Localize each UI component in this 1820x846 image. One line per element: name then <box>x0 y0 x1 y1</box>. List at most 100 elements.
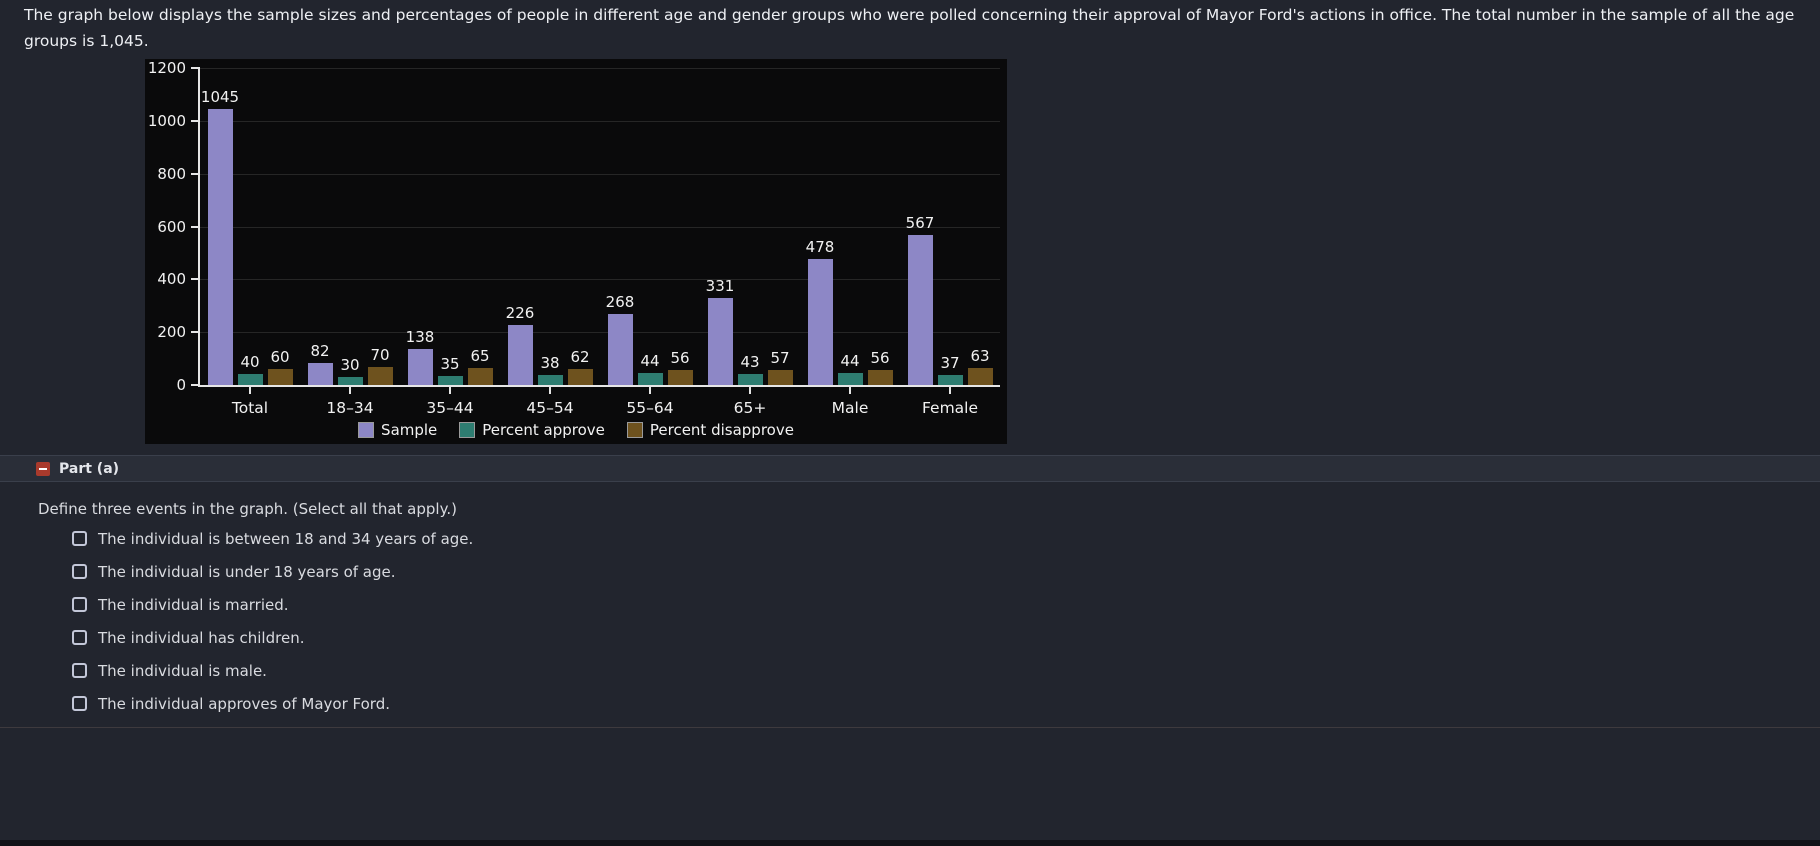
x-tick-label: Male <box>831 399 869 417</box>
option-label: The individual has children. <box>98 628 305 647</box>
bar-value-label: 1045 <box>200 88 240 106</box>
x-tick <box>249 387 251 394</box>
bar-value-label: 30 <box>340 356 360 374</box>
option-row: The individual is male. <box>72 660 473 681</box>
x-tick <box>449 387 451 394</box>
x-tick-label: Female <box>921 399 979 417</box>
bar-percent-approve <box>238 374 263 385</box>
legend-swatch <box>459 422 476 438</box>
x-tick <box>849 387 851 394</box>
option-row: The individual approves of Mayor Ford. <box>72 693 473 714</box>
bar-value-label: 37 <box>940 354 960 372</box>
chart-legend: Sample Percent approve Percent disapprove <box>145 421 1007 439</box>
section-divider <box>0 727 1820 728</box>
x-tick-label: 45–54 <box>526 399 574 417</box>
bar-value-label: 40 <box>240 353 260 371</box>
bar-value-label: 60 <box>270 348 290 366</box>
bar-percent-approve <box>938 375 963 385</box>
bar-sample <box>208 109 233 385</box>
bar-value-label: 56 <box>870 349 890 367</box>
bar-value-label: 65 <box>470 347 490 365</box>
gridline <box>200 121 1000 122</box>
bar-percent-approve <box>338 377 363 385</box>
option-row: The individual is between 18 and 34 year… <box>72 528 473 549</box>
gridline <box>200 279 1000 280</box>
y-tick-label: 1000 <box>147 112 186 130</box>
bar-percent-disapprove <box>868 370 893 385</box>
y-tick <box>191 226 200 228</box>
bar-value-label: 226 <box>505 304 535 322</box>
bar-sample <box>508 325 533 385</box>
bar-value-label: 57 <box>770 349 790 367</box>
option-checkbox[interactable] <box>72 531 87 546</box>
bar-sample <box>808 259 833 385</box>
x-tick-label: 35–44 <box>426 399 474 417</box>
x-tick <box>949 387 951 394</box>
bar-percent-disapprove <box>268 369 293 385</box>
option-row: The individual is married. <box>72 594 473 615</box>
x-tick <box>549 387 551 394</box>
legend-swatch <box>358 422 375 438</box>
option-label: The individual is married. <box>98 595 289 614</box>
legend-item: Percent approve <box>459 421 605 439</box>
bar-sample <box>608 314 633 385</box>
bar-sample <box>308 363 333 385</box>
x-tick-label: 65+ <box>733 399 767 417</box>
x-tick <box>349 387 351 394</box>
part-a-header: Part (a) <box>0 455 1820 482</box>
bar-value-label: 56 <box>670 349 690 367</box>
bar-percent-approve <box>638 373 663 385</box>
bar-value-label: 63 <box>970 347 990 365</box>
y-tick <box>191 67 200 69</box>
legend-label: Percent disapprove <box>649 421 794 439</box>
gridline <box>200 227 1000 228</box>
option-checkbox[interactable] <box>72 597 87 612</box>
legend-item: Sample <box>358 421 437 439</box>
bar-sample <box>908 235 933 385</box>
option-checkbox[interactable] <box>72 663 87 678</box>
bar-percent-disapprove <box>968 368 993 385</box>
bar-sample <box>408 349 433 385</box>
collapse-part-a-button[interactable] <box>36 461 50 476</box>
bar-value-label: 567 <box>905 214 935 232</box>
x-tick-label: 55–64 <box>626 399 674 417</box>
bar-percent-disapprove <box>368 367 393 385</box>
bar-value-label: 478 <box>805 238 835 256</box>
y-tick <box>191 278 200 280</box>
legend-swatch <box>626 422 643 438</box>
option-label: The individual is between 18 and 34 year… <box>98 529 474 548</box>
option-checkbox[interactable] <box>72 630 87 645</box>
bar-percent-disapprove <box>668 370 693 385</box>
bar-sample <box>708 298 733 385</box>
x-tick <box>749 387 751 394</box>
option-label: The individual is under 18 years of age. <box>98 562 396 581</box>
option-label: The individual is male. <box>98 661 267 680</box>
y-tick-label: 400 <box>157 270 186 288</box>
minus-icon <box>39 467 47 470</box>
bar-value-label: 70 <box>370 346 390 364</box>
options-list: The individual is between 18 and 34 year… <box>72 528 473 726</box>
bottom-bar <box>0 840 1820 846</box>
bar-percent-approve <box>538 375 563 385</box>
option-row: The individual has children. <box>72 627 473 648</box>
bar-value-label: 43 <box>740 353 760 371</box>
y-tick <box>191 331 200 333</box>
option-checkbox[interactable] <box>72 564 87 579</box>
bar-percent-approve <box>438 376 463 385</box>
y-axis <box>198 68 200 387</box>
x-tick-label: Total <box>231 399 269 417</box>
y-tick-label: 600 <box>157 218 186 236</box>
bar-percent-disapprove <box>468 368 493 385</box>
y-tick <box>191 173 200 175</box>
option-checkbox[interactable] <box>72 696 87 711</box>
bar-value-label: 38 <box>540 354 560 372</box>
bar-value-label: 35 <box>440 355 460 373</box>
bar-percent-approve <box>838 373 863 385</box>
gridline <box>200 174 1000 175</box>
bar-percent-approve <box>738 374 763 385</box>
part-a-title: Part (a) <box>59 460 120 477</box>
gridline <box>200 332 1000 333</box>
x-tick-label: 18–34 <box>326 399 374 417</box>
y-tick-label: 1200 <box>147 59 186 77</box>
legend-label: Percent approve <box>482 421 605 439</box>
